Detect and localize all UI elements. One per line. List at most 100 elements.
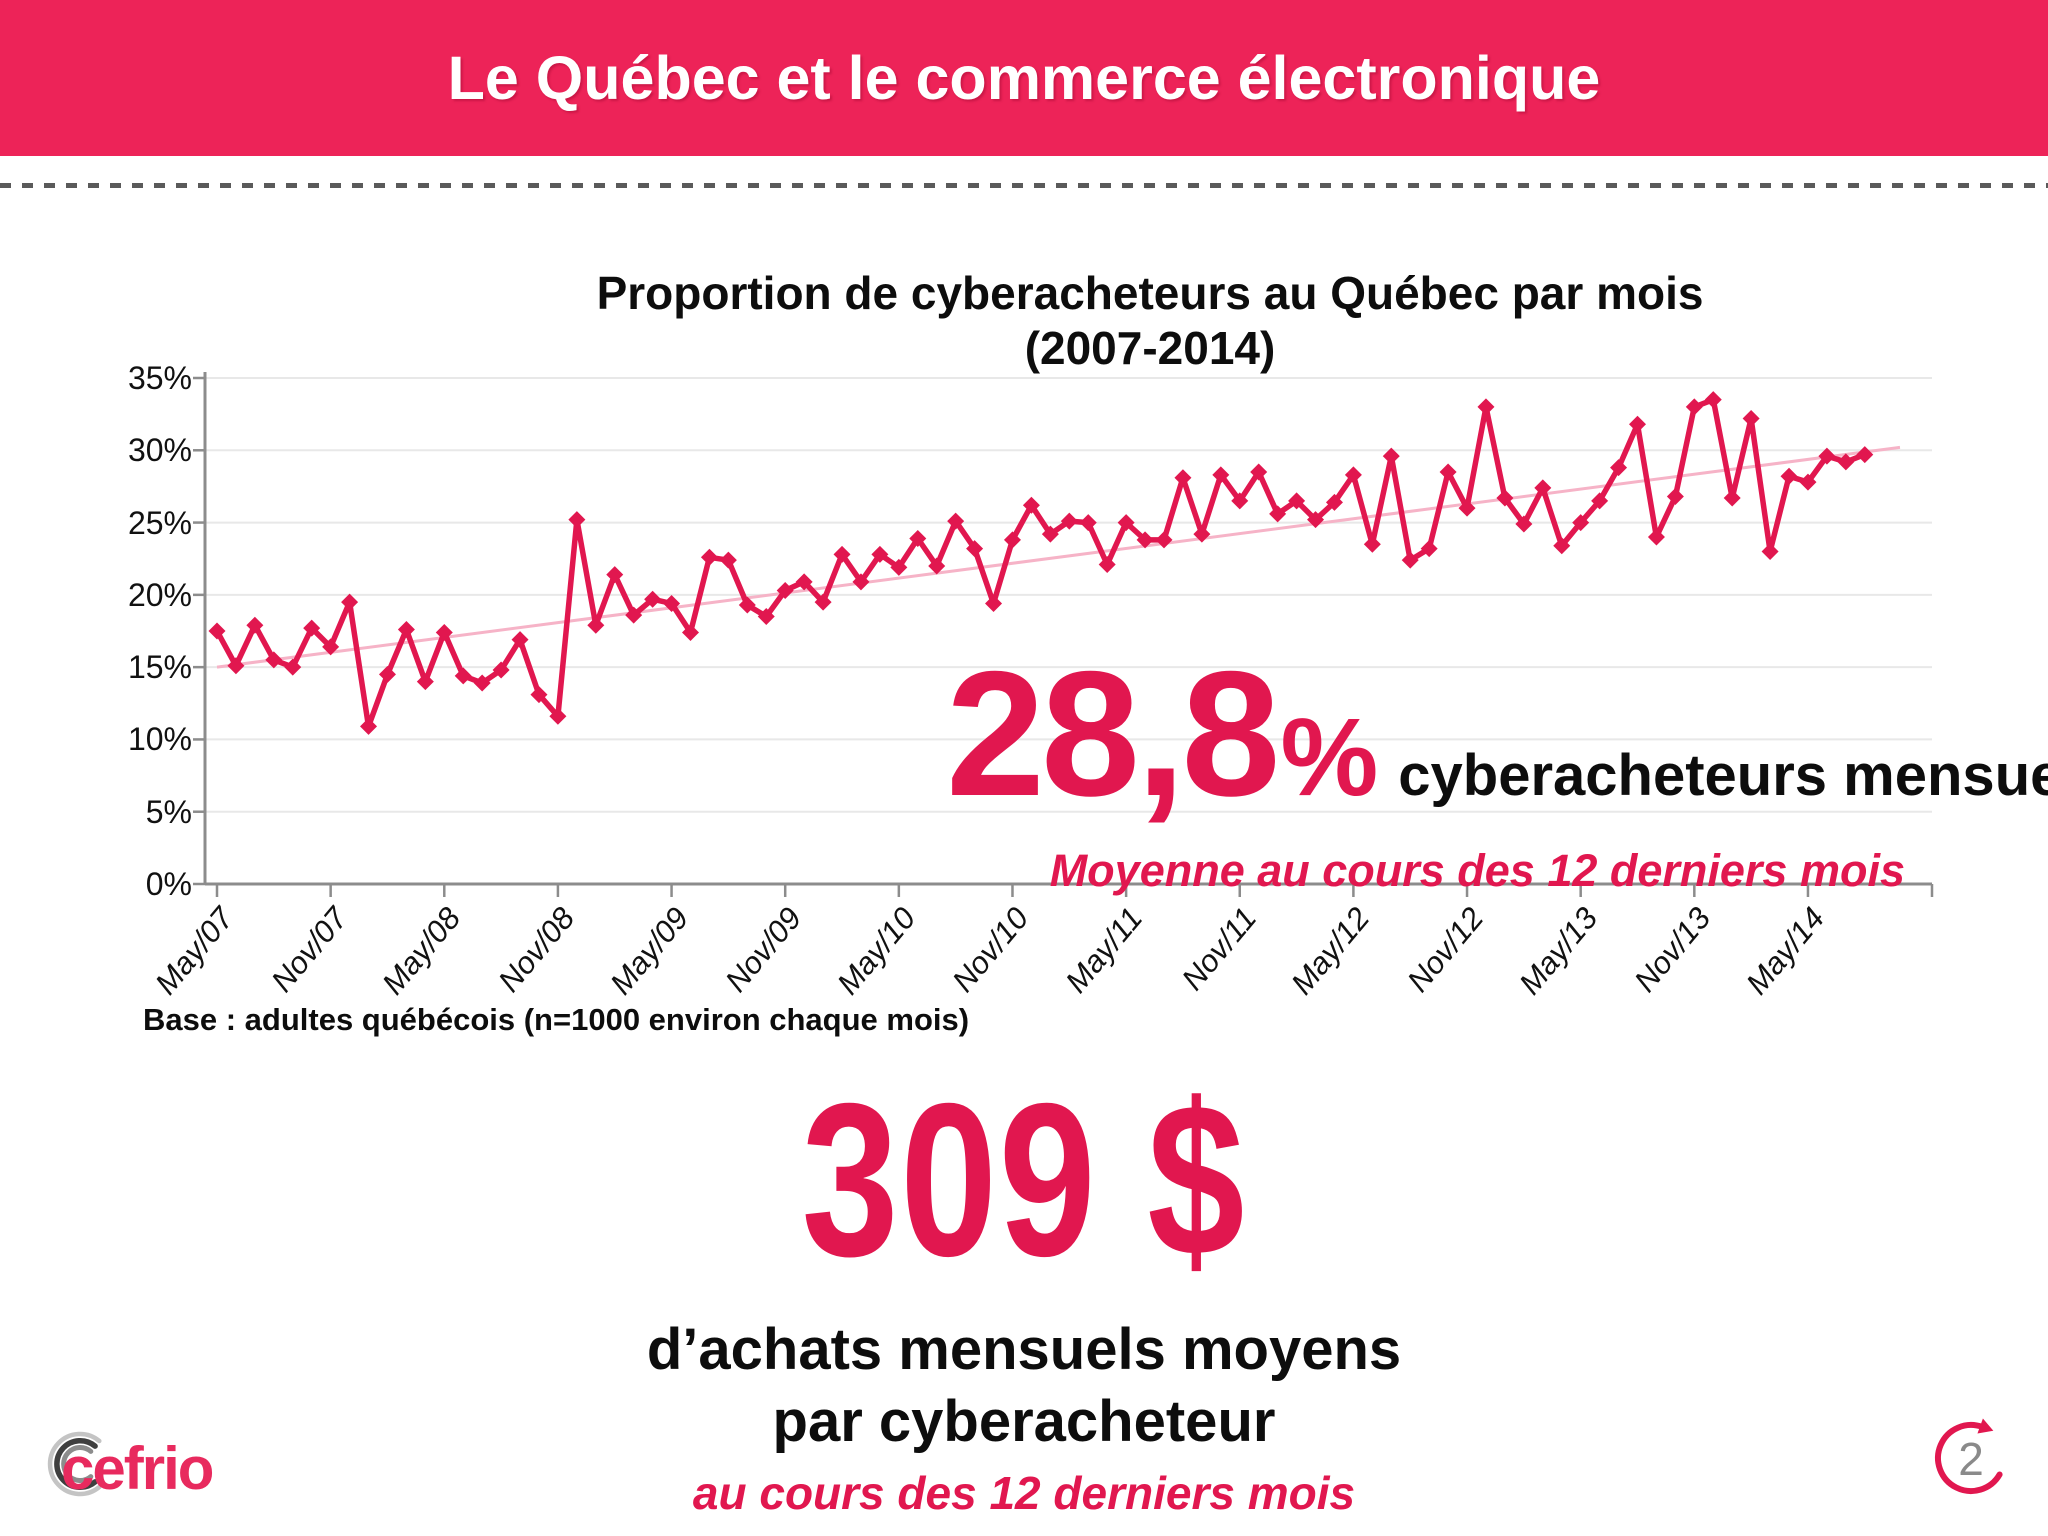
data-point	[1761, 542, 1779, 560]
y-tick-label: 35%	[127, 360, 192, 396]
data-point	[1250, 463, 1268, 481]
data-point	[852, 573, 870, 591]
page-arc-icon	[1935, 1418, 2003, 1494]
cefrio-logo-text: cefrio	[61, 1435, 214, 1502]
data-point	[757, 608, 775, 626]
data-point	[435, 623, 453, 641]
data-point	[1515, 515, 1533, 533]
data-point	[1344, 466, 1362, 484]
trend-line	[216, 445, 1901, 669]
data-point	[1856, 446, 1874, 464]
data-point	[1212, 466, 1230, 484]
data-point	[1704, 391, 1722, 409]
data-point	[909, 529, 927, 547]
data-point	[700, 548, 718, 566]
data-point	[265, 651, 283, 669]
data-point	[985, 595, 1003, 613]
data-point	[473, 674, 491, 692]
data-point	[227, 657, 245, 675]
base-note: Base : adultes québécois (n=1000 environ…	[143, 1002, 970, 1037]
data-point	[1742, 409, 1760, 427]
data-point	[833, 545, 851, 563]
data-point	[1098, 555, 1116, 573]
data-point	[397, 621, 415, 639]
cefrio-logo-arcs-icon	[47, 1431, 102, 1497]
data-point	[360, 717, 378, 735]
data-point	[1022, 496, 1040, 514]
data-point	[1193, 525, 1211, 543]
monthly-buyers-value: 28,8	[946, 634, 1280, 833]
data-point	[1647, 528, 1665, 546]
data-point	[530, 686, 548, 704]
data-point	[1458, 499, 1476, 517]
slide-title: Le Québec et le commerce électronique	[447, 44, 1601, 112]
data-point	[1079, 514, 1097, 532]
data-point	[1231, 492, 1249, 510]
y-tick-label: 15%	[127, 649, 192, 686]
data-point	[1666, 488, 1684, 506]
data-point	[1136, 531, 1154, 549]
data-point	[814, 593, 832, 611]
average-purchase-period: au cours des 12 derniers mois	[692, 1466, 1356, 1519]
data-point	[719, 551, 737, 569]
data-point	[587, 616, 605, 634]
data-point	[1818, 447, 1836, 465]
data-point	[1155, 531, 1173, 549]
data-point	[1117, 514, 1135, 532]
data-point	[1382, 447, 1400, 465]
data-point	[208, 622, 226, 640]
data-point	[776, 582, 794, 600]
header-bar: Le Québec et le commerce électronique	[0, 0, 2048, 156]
data-point	[795, 573, 813, 591]
data-point	[454, 667, 472, 685]
y-tick-label: 10%	[127, 721, 192, 758]
data-point	[947, 512, 965, 530]
data-point	[1610, 459, 1628, 477]
data-point	[682, 623, 699, 641]
data-point	[1288, 492, 1306, 510]
data-point	[1269, 505, 1287, 523]
data-point	[378, 665, 396, 683]
chart-title-line2: (2007-2014)	[1024, 322, 1276, 375]
data-point	[1553, 537, 1571, 555]
data-point	[1685, 398, 1703, 416]
data-point	[1060, 512, 1078, 530]
data-point	[1799, 473, 1817, 491]
data-point	[738, 596, 756, 614]
y-tick-label: 25%	[127, 504, 192, 541]
y-tick-label: 5%	[145, 793, 192, 830]
data-point	[606, 566, 624, 584]
data-point	[1591, 492, 1609, 510]
dashed-separator	[0, 183, 2048, 188]
data-point	[492, 661, 510, 679]
page-marker: 2	[1925, 1412, 2017, 1504]
data-point	[284, 658, 302, 676]
data-point	[1307, 511, 1325, 529]
data-point	[322, 638, 340, 656]
data-point	[511, 631, 529, 649]
data-point	[549, 707, 567, 725]
data-point	[568, 511, 586, 529]
data-point	[1496, 489, 1514, 507]
chart-title-line1: Proportion de cyberacheteurs au Québec p…	[596, 267, 1704, 319]
data-point	[625, 606, 643, 624]
data-point	[1041, 525, 1059, 543]
y-tick-label: 0%	[145, 866, 192, 902]
data-point	[871, 545, 889, 563]
data-point	[1439, 463, 1457, 481]
data-line	[214, 396, 1868, 730]
data-point	[966, 540, 984, 558]
data-point	[416, 673, 434, 691]
data-point	[1629, 415, 1646, 433]
page-number: 2	[1958, 1433, 1984, 1485]
data-point	[1572, 514, 1590, 532]
data-point	[1837, 453, 1855, 471]
data-point	[246, 616, 264, 634]
data-point	[1003, 531, 1021, 549]
data-point	[890, 558, 908, 576]
data-point	[1723, 489, 1741, 507]
data-point	[1477, 398, 1495, 416]
monthly-buyers-percent-sign: %	[1280, 696, 1379, 819]
